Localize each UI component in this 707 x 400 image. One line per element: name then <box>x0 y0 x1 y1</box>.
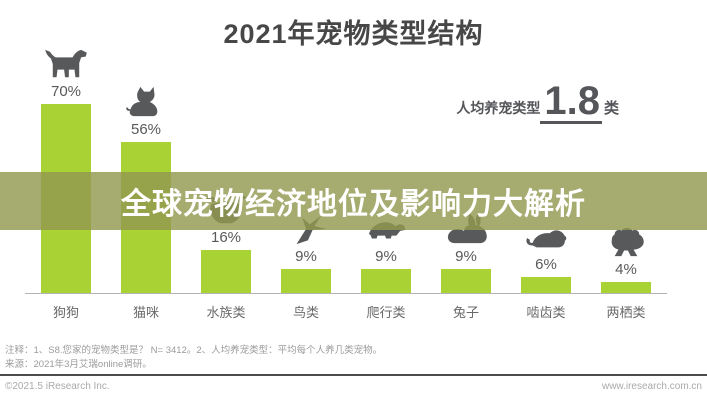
category-label: 鸟类 <box>292 305 319 320</box>
frog-icon <box>603 225 649 259</box>
bar-value-label: 9% <box>375 247 397 265</box>
bar-value-label: 9% <box>455 247 477 265</box>
category-label: 两栖类 <box>606 305 646 320</box>
footnote-line-1: 注释：1、S8.您家的宠物类型是？ N= 3412。2、人均养宠类型：平均每个人… <box>5 345 383 356</box>
copyright-text: ©2021.5 iResearch Inc. <box>5 381 110 392</box>
stat-value: 1.8 <box>540 81 602 124</box>
headline-text: 全球宠物经济地位及影响力大解析 <box>121 188 586 221</box>
category-label: 狗狗 <box>52 305 79 320</box>
bar <box>201 249 251 293</box>
bar <box>521 276 571 293</box>
bar-column-8: 4% <box>586 225 666 293</box>
bar <box>361 268 411 293</box>
footnotes: 注释：1、S8.您家的宠物类型是？ N= 3412。2、人均养宠类型：平均每个人… <box>5 344 382 372</box>
stat-unit: 类 <box>603 100 619 117</box>
headline-banner: 全球宠物经济地位及影响力大解析 <box>0 172 707 230</box>
category-label: 兔子 <box>452 305 479 320</box>
mouse-icon <box>523 220 569 254</box>
website-text: www.iresearch.com.cn <box>601 381 702 392</box>
bar-value-label: 70% <box>50 83 82 100</box>
footnote-line-2: 来源：2021年3月艾瑞online调研。 <box>5 359 152 370</box>
avg-pet-types-stat: 人均养宠类型 1.8 类 <box>456 81 619 124</box>
bar <box>601 282 651 293</box>
category-label: 啮齿类 <box>526 305 566 320</box>
dog-icon <box>43 47 89 81</box>
bar-value-label: 16% <box>210 228 242 246</box>
bar <box>281 268 331 293</box>
category-label: 爬行类 <box>366 305 406 320</box>
bar-value-label: 4% <box>615 261 637 279</box>
bar-value-label: 9% <box>295 247 317 265</box>
stat-label: 人均养宠类型 <box>456 100 541 116</box>
category-label: 猫咪 <box>132 305 159 320</box>
footer-divider <box>0 374 707 376</box>
bar <box>441 268 491 293</box>
x-axis-line <box>25 293 667 294</box>
bar-value-label: 56% <box>130 120 162 138</box>
cat-icon <box>123 85 169 119</box>
bar-column-1: 70% <box>26 47 106 293</box>
category-label: 水族类 <box>206 305 246 320</box>
bar-value-label: 6% <box>535 255 557 273</box>
chart-title: 2021年宠物类型结构 <box>223 19 484 49</box>
bar-column-7: 6% <box>506 220 586 293</box>
